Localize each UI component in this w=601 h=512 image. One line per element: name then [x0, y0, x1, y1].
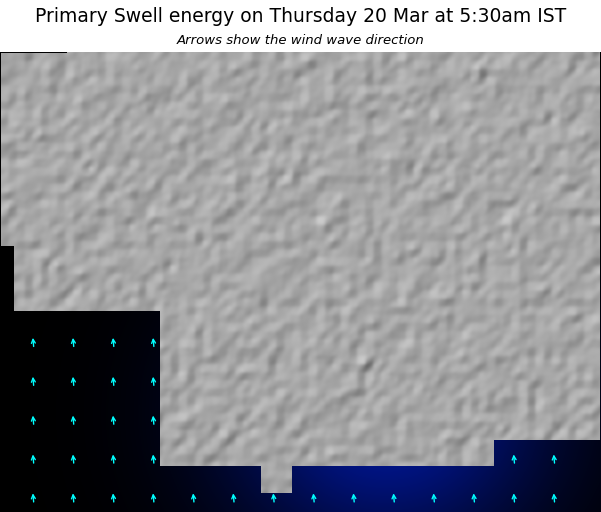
Text: Primary Swell energy on Thursday 20 Mar at 5:30am IST: Primary Swell energy on Thursday 20 Mar … [35, 7, 566, 26]
Text: Arrows show the wind wave direction: Arrows show the wind wave direction [177, 34, 424, 47]
